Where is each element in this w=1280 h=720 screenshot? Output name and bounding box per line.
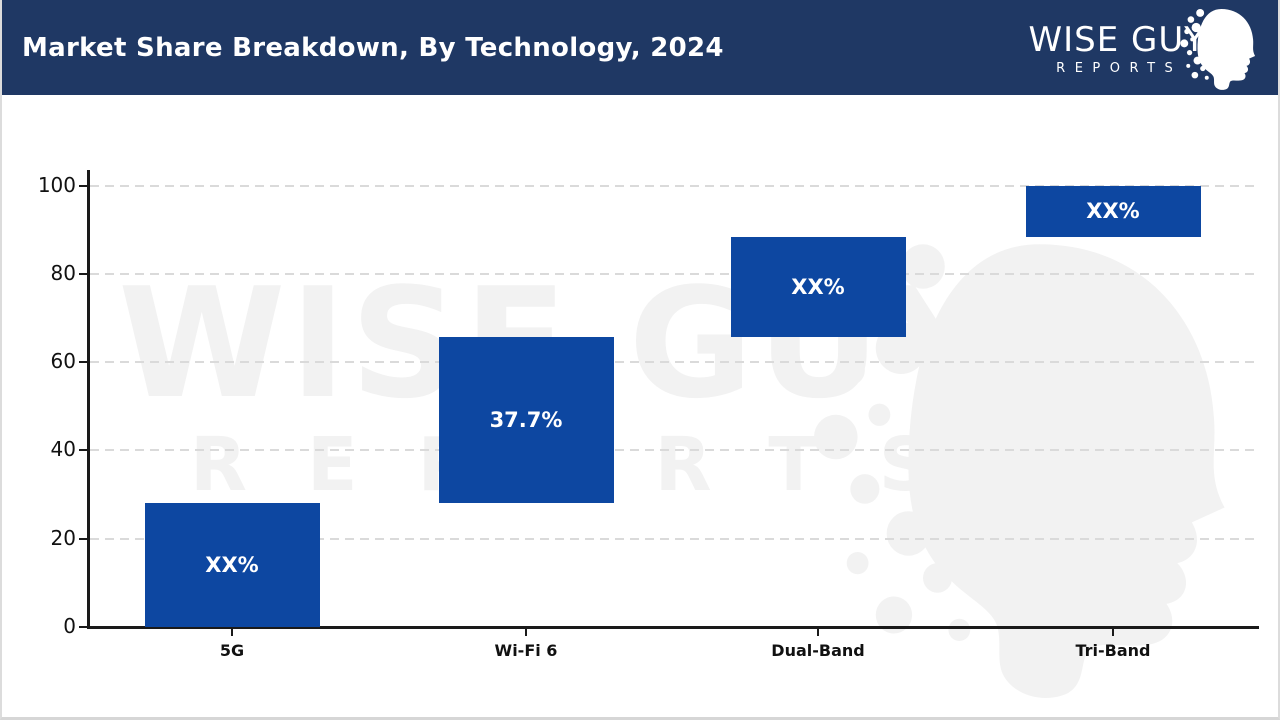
- y-tick-mark: [79, 361, 88, 364]
- bar-Dual-Band: XX%: [730, 236, 906, 338]
- x-tick-label-Dual-Band: Dual-Band: [771, 641, 865, 660]
- bar-Wi-Fi 6: 37.7%: [438, 337, 614, 504]
- gridline-y-20: [90, 537, 1255, 540]
- x-tick-label-5G: 5G: [219, 641, 245, 660]
- x-axis-line: [87, 626, 1259, 629]
- logo-line1: WISE GUY: [1028, 19, 1206, 60]
- y-axis-line: [87, 170, 90, 629]
- bar-value-label: XX%: [205, 553, 259, 578]
- bar-value-label: XX%: [1086, 199, 1140, 224]
- y-tick-label: 60: [50, 349, 76, 374]
- x-tick-label-Wi-Fi 6: Wi-Fi 6: [494, 641, 558, 660]
- y-tick-mark: [79, 184, 88, 187]
- y-tick-mark: [79, 537, 88, 540]
- x-tick-mark: [817, 629, 819, 636]
- x-tick-mark: [231, 629, 233, 636]
- dotted-head-icon: [1180, 8, 1256, 90]
- y-tick-label: 0: [63, 614, 76, 638]
- gridline-y-80: [90, 272, 1255, 275]
- gridline-y-40: [90, 449, 1255, 452]
- gridline-y-100: [90, 184, 1255, 187]
- x-tick-label-Tri-Band: Tri-Band: [1075, 641, 1151, 660]
- y-tick-label: 40: [50, 437, 76, 462]
- page-title: Market Share Breakdown, By Technology, 2…: [22, 32, 724, 63]
- gridline-y-60: [90, 361, 1255, 364]
- x-tick-mark: [1112, 629, 1114, 636]
- y-tick-label: 100: [37, 172, 76, 197]
- y-tick-mark: [79, 626, 88, 628]
- y-tick-mark: [79, 272, 88, 275]
- bar-5G: XX%: [144, 503, 320, 627]
- y-tick-label: 80: [50, 260, 76, 285]
- wise-guy-logo: WISE GUY REPORTS: [1028, 5, 1268, 91]
- logo-text: WISE GUY REPORTS: [1028, 20, 1206, 76]
- logo-line2: REPORTS: [1056, 60, 1183, 76]
- header-bar: Market Share Breakdown, By Technology, 2…: [2, 0, 1278, 95]
- y-tick-mark: [79, 449, 88, 452]
- bar-Tri-Band: XX%: [1025, 185, 1201, 237]
- bar-value-label: XX%: [791, 274, 845, 299]
- x-tick-mark: [525, 629, 527, 636]
- bar-value-label: 37.7%: [489, 408, 563, 433]
- y-tick-label: 20: [50, 525, 76, 550]
